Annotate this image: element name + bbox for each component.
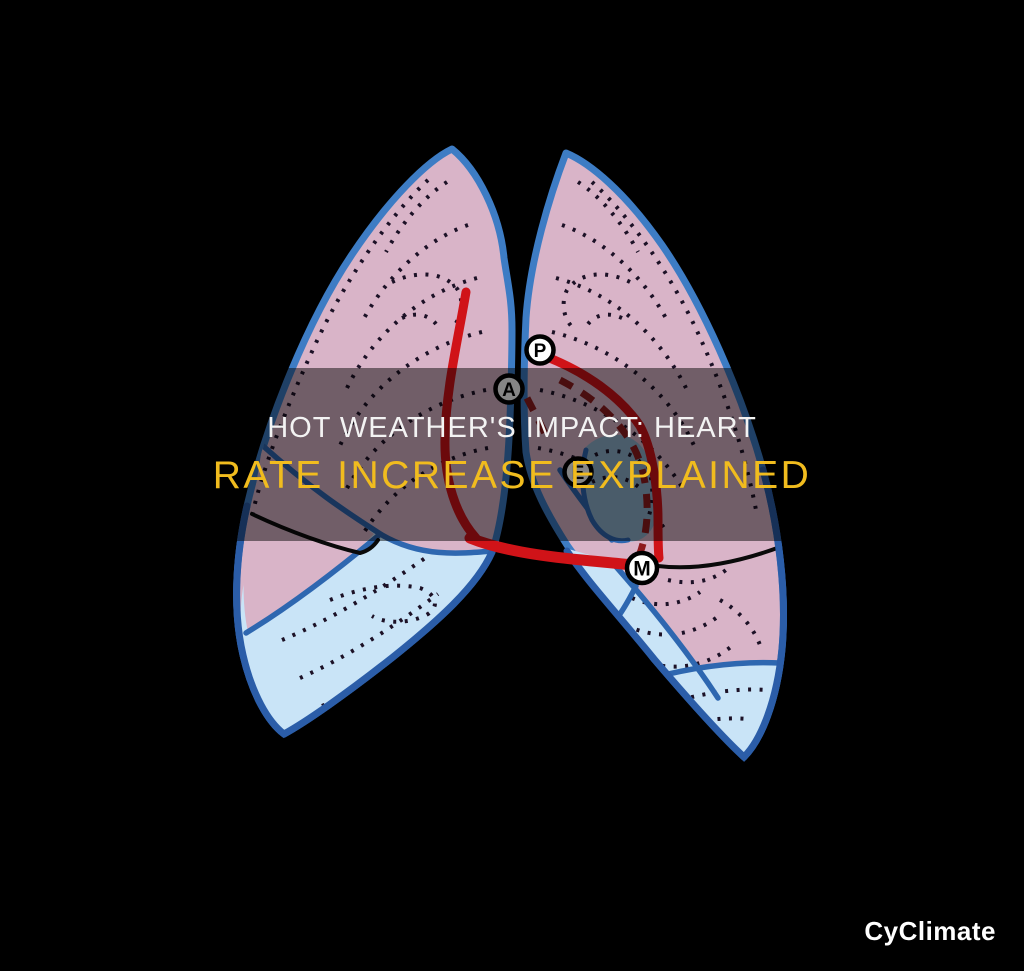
central-vessel (464, 532, 648, 572)
watermark-logo: CyClimate (864, 916, 996, 946)
heart-dots (591, 448, 655, 524)
marker-m-circle (624, 550, 660, 586)
left-horizontal-fissure (243, 533, 381, 636)
marker-p: P (524, 334, 556, 366)
left-pulmonary-vessel (440, 287, 481, 543)
heart-silhouette (580, 434, 660, 544)
left-oblique-fissure (259, 442, 495, 556)
right-medial-lobe (565, 548, 744, 757)
marker-a-letter: A (502, 380, 516, 401)
title-line-2: RATE INCREASE EXPLAINED (212, 453, 812, 497)
marker-e-circle (562, 456, 594, 488)
left-lung (233, 145, 516, 739)
marker-a: A (493, 373, 525, 405)
right-diaphragm-line (656, 530, 784, 570)
title-banner: HOT WEATHER'S IMPACT: HEART RATE INCREAS… (0, 368, 1024, 541)
right-lower-lobe (652, 662, 780, 757)
left-lung-interior (240, 178, 495, 734)
left-lower-dots (281, 554, 444, 708)
marker-p-circle (524, 334, 556, 366)
title-line-1: HOT WEATHER'S IMPACT: HEART (267, 411, 757, 444)
marker-e-letter: E (572, 463, 585, 484)
right-pulmonary-vessel (542, 352, 664, 563)
blood-vessels (440, 287, 664, 572)
marker-e: E (562, 456, 594, 488)
marker-a-circle (493, 373, 525, 405)
marker-m-letter: M (633, 558, 651, 581)
left-diaphragm-line (250, 512, 380, 556)
right-lung-lower-outline (563, 466, 787, 762)
left-lung-lower-outline (233, 502, 496, 739)
left-lingula-wedge (243, 448, 374, 632)
right-oblique-fissure (609, 559, 721, 701)
dashed-vessel-stub (523, 396, 550, 438)
marker-m: M (624, 550, 660, 586)
marker-p-letter: P (534, 341, 547, 362)
